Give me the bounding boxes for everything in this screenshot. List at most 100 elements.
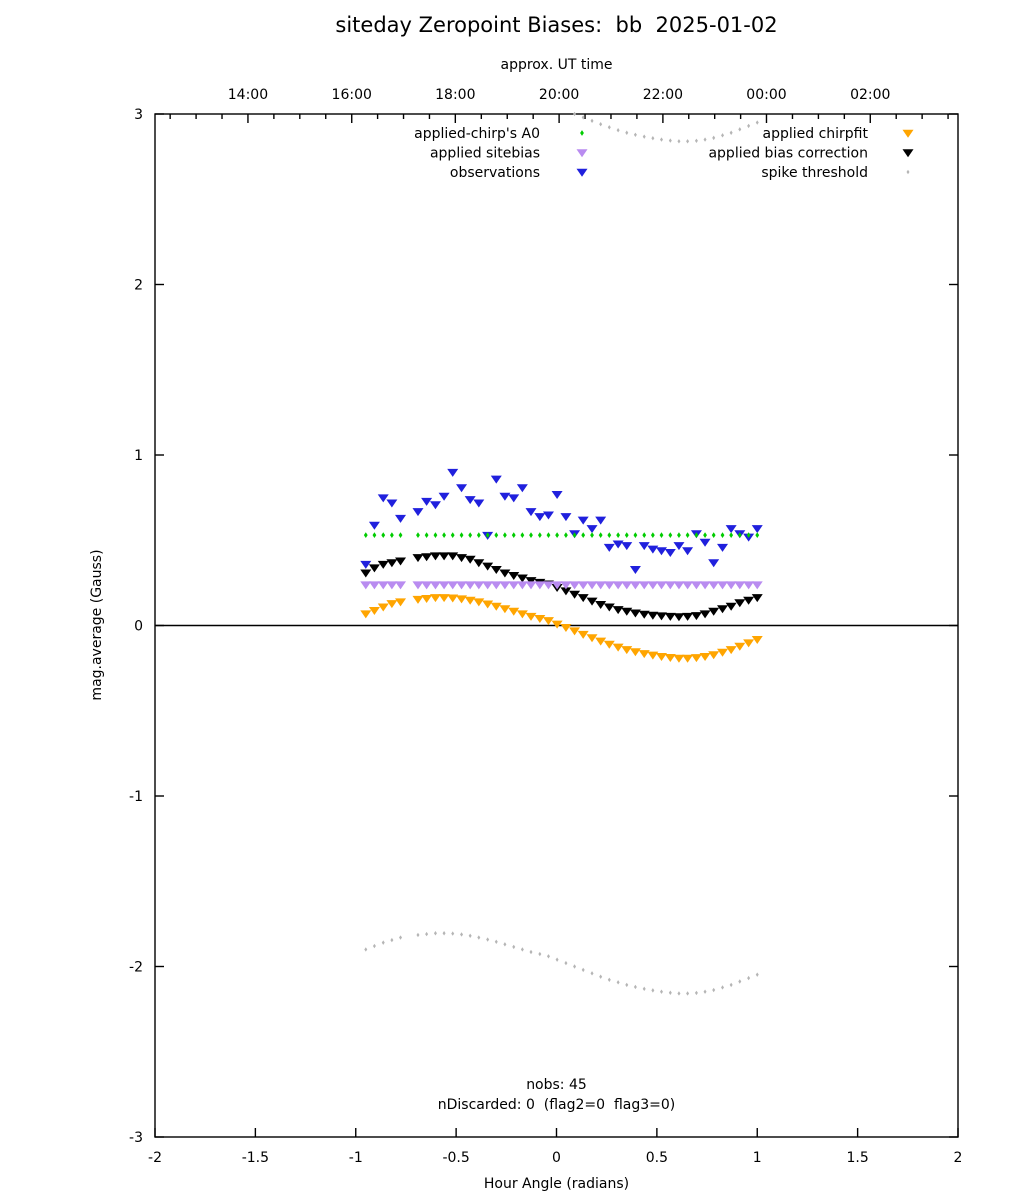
data-point [612, 643, 624, 652]
data-point [682, 612, 694, 621]
data-point [642, 986, 646, 992]
data-point [690, 612, 702, 621]
data-point [537, 532, 542, 539]
data-point [468, 532, 473, 539]
data-point [447, 552, 459, 561]
data-point [525, 612, 537, 621]
data-point [360, 581, 372, 590]
data-point [398, 532, 403, 539]
data-point [590, 118, 594, 124]
data-point [473, 598, 485, 607]
data-point [625, 982, 629, 988]
data-point [529, 949, 533, 955]
data-point [360, 569, 372, 578]
data-point [473, 499, 485, 508]
data-point [642, 134, 646, 139]
data-point [490, 566, 502, 575]
data-point [659, 989, 663, 994]
data-point [725, 581, 737, 590]
y-tick-label: -3 [129, 1130, 143, 1146]
data-point [607, 125, 611, 130]
data-point [721, 985, 725, 990]
data-point [699, 538, 711, 547]
legend-marker [576, 168, 588, 177]
data-point [751, 635, 763, 644]
legend: applied-chirp's A0 applied sitebias observ… [414, 126, 914, 181]
data-point [595, 600, 607, 609]
data-point [616, 127, 620, 133]
data-point [668, 990, 672, 995]
data-point [416, 532, 420, 539]
data-point [473, 581, 485, 590]
data-point [729, 130, 733, 135]
data-point [499, 581, 511, 590]
data-point [711, 532, 716, 539]
data-point [477, 935, 481, 940]
data-point [717, 581, 729, 590]
data-point [573, 964, 577, 969]
data-point [699, 581, 711, 590]
data-point [425, 931, 429, 937]
data-point [677, 532, 681, 539]
data-point [668, 138, 672, 143]
data-point [629, 648, 641, 657]
legend-marker [906, 169, 910, 175]
data-point [586, 525, 598, 534]
data-point [516, 484, 528, 493]
data-point [390, 937, 394, 943]
data-point [708, 559, 720, 568]
data-point [482, 562, 494, 571]
data-point [703, 532, 707, 539]
data-point [564, 960, 568, 966]
y-tick-label: -1 [129, 789, 143, 805]
data-point [569, 581, 581, 590]
x-tick-label: 0 [552, 1150, 561, 1166]
data-point [508, 581, 520, 590]
data-point [499, 605, 511, 614]
x-tick-label: 2 [954, 1150, 963, 1166]
data-point [755, 120, 759, 125]
data-point [372, 943, 376, 949]
data-point [729, 982, 733, 988]
data-point [368, 606, 380, 615]
x-tick-label: 1.5 [846, 1150, 868, 1166]
data-point [638, 542, 650, 551]
data-point [389, 532, 394, 539]
data-point [581, 967, 585, 973]
data-point [534, 581, 546, 590]
data-point [569, 627, 581, 636]
data-point [607, 532, 612, 539]
data-point [612, 540, 624, 549]
data-point [525, 508, 537, 517]
data-point [677, 991, 681, 996]
data-point [546, 954, 550, 959]
x-tick-label: 0.5 [646, 1150, 668, 1166]
data-point [664, 612, 676, 621]
legend-marker [902, 149, 914, 158]
data-point [625, 130, 629, 135]
data-point [590, 971, 594, 976]
data-point [581, 115, 585, 120]
data-point [586, 634, 598, 643]
legend-label: applied chirpfit [763, 126, 869, 142]
data-point [642, 532, 647, 539]
data-point [595, 516, 607, 525]
data-point [664, 654, 676, 663]
data-point [638, 581, 650, 590]
data-point [734, 581, 746, 590]
data-point [534, 614, 546, 623]
ndiscarded-annotation: nDiscarded: 0 (flag2=0 flag3=0) [437, 1097, 676, 1113]
data-point [490, 602, 502, 611]
data-point [581, 532, 586, 539]
data-point [386, 499, 398, 508]
data-point [542, 617, 554, 626]
data-point [516, 574, 528, 583]
data-point [655, 652, 667, 661]
data-point [685, 532, 690, 539]
top-tick-label: 02:00 [850, 87, 890, 103]
data-point [694, 532, 699, 539]
data-point [372, 532, 377, 539]
data-point [433, 532, 438, 539]
legend-marker [902, 129, 914, 138]
